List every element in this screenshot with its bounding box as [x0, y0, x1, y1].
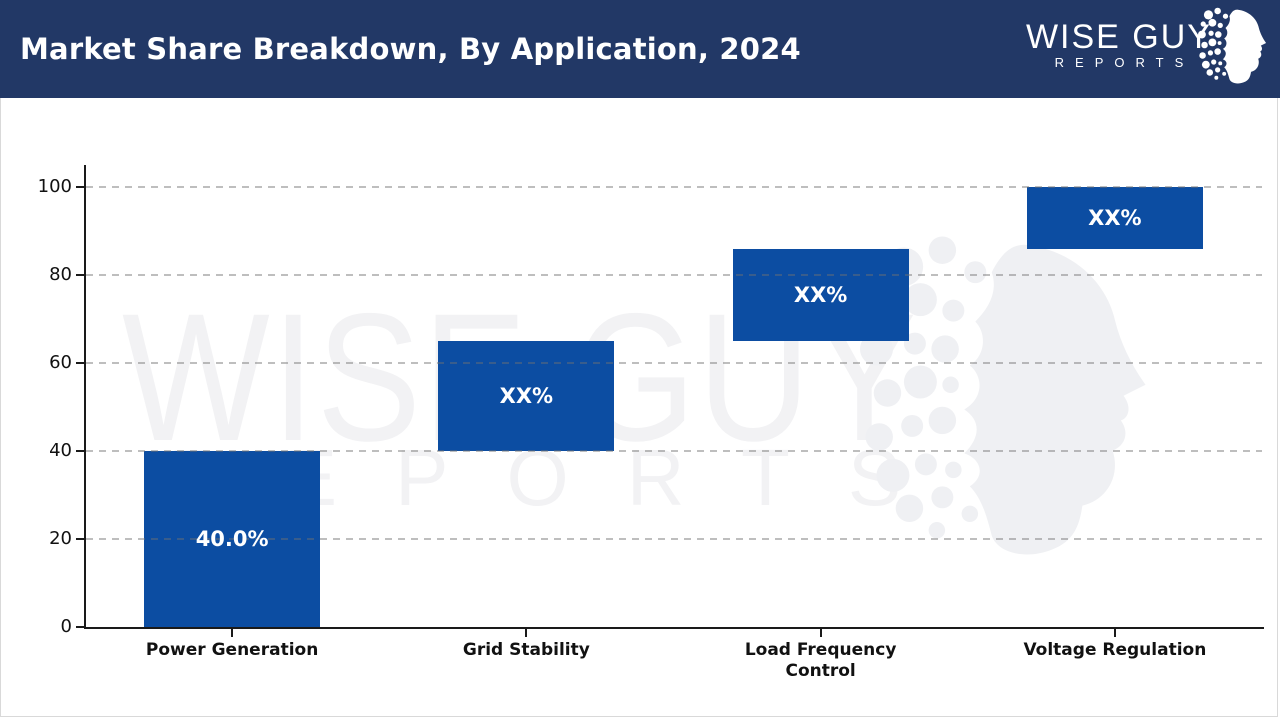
logo-subtext: REPORTS — [1054, 55, 1195, 70]
y-axis-tick-label: 60 — [49, 352, 72, 373]
y-axis-tick — [76, 450, 84, 452]
x-axis-line — [84, 627, 1264, 629]
y-axis-tick — [76, 538, 84, 540]
y-axis-tick — [76, 186, 84, 188]
bar-segment — [438, 341, 615, 451]
x-axis-category-label: Grid Stability — [462, 640, 590, 660]
bar-value-label: XX% — [793, 282, 848, 307]
bar-segment — [144, 451, 321, 627]
y-axis-tick-label: 20 — [49, 528, 72, 549]
x-axis-category-label: Power Generation — [145, 640, 319, 660]
y-axis-tick-label: 0 — [60, 616, 72, 637]
logo-wordmark: WISE GUY — [1025, 18, 1212, 56]
x-axis-category-label: Load Frequency Control — [744, 640, 897, 681]
bar-segment — [1026, 187, 1203, 249]
y-axis-tick — [76, 274, 84, 276]
gridline — [86, 538, 1262, 540]
bar-segment — [732, 248, 909, 341]
y-axis-tick-label: 80 — [49, 264, 72, 285]
header-bar: Market Share Breakdown, By Application, … — [0, 0, 1280, 98]
y-axis-tick-label: 100 — [37, 176, 72, 197]
y-axis-tick — [76, 362, 84, 364]
bar-value-label: XX% — [1088, 205, 1142, 230]
x-axis-category-label: Voltage Regulation — [1023, 640, 1207, 660]
y-axis-spine — [84, 165, 86, 629]
page-title: Market Share Breakdown, By Application, … — [20, 32, 801, 66]
x-axis-tick — [1113, 629, 1116, 637]
wise-guy-logo: WISE GUY REPORTS — [1026, 4, 1270, 86]
y-axis-tick-label: 40 — [49, 440, 72, 461]
gridline — [86, 362, 1262, 364]
bar-value-label: 40.0% — [195, 527, 269, 551]
bar-value-label: XX% — [499, 384, 554, 408]
x-axis-tick — [819, 629, 822, 637]
gridline — [86, 186, 1262, 188]
x-axis-tick — [525, 629, 528, 637]
wise-guy-logo-text: WISE GUY REPORTS — [1026, 19, 1212, 71]
y-axis-tick — [76, 626, 84, 628]
x-axis-tick — [231, 629, 234, 637]
gridline — [86, 450, 1262, 452]
gridline — [86, 274, 1262, 276]
